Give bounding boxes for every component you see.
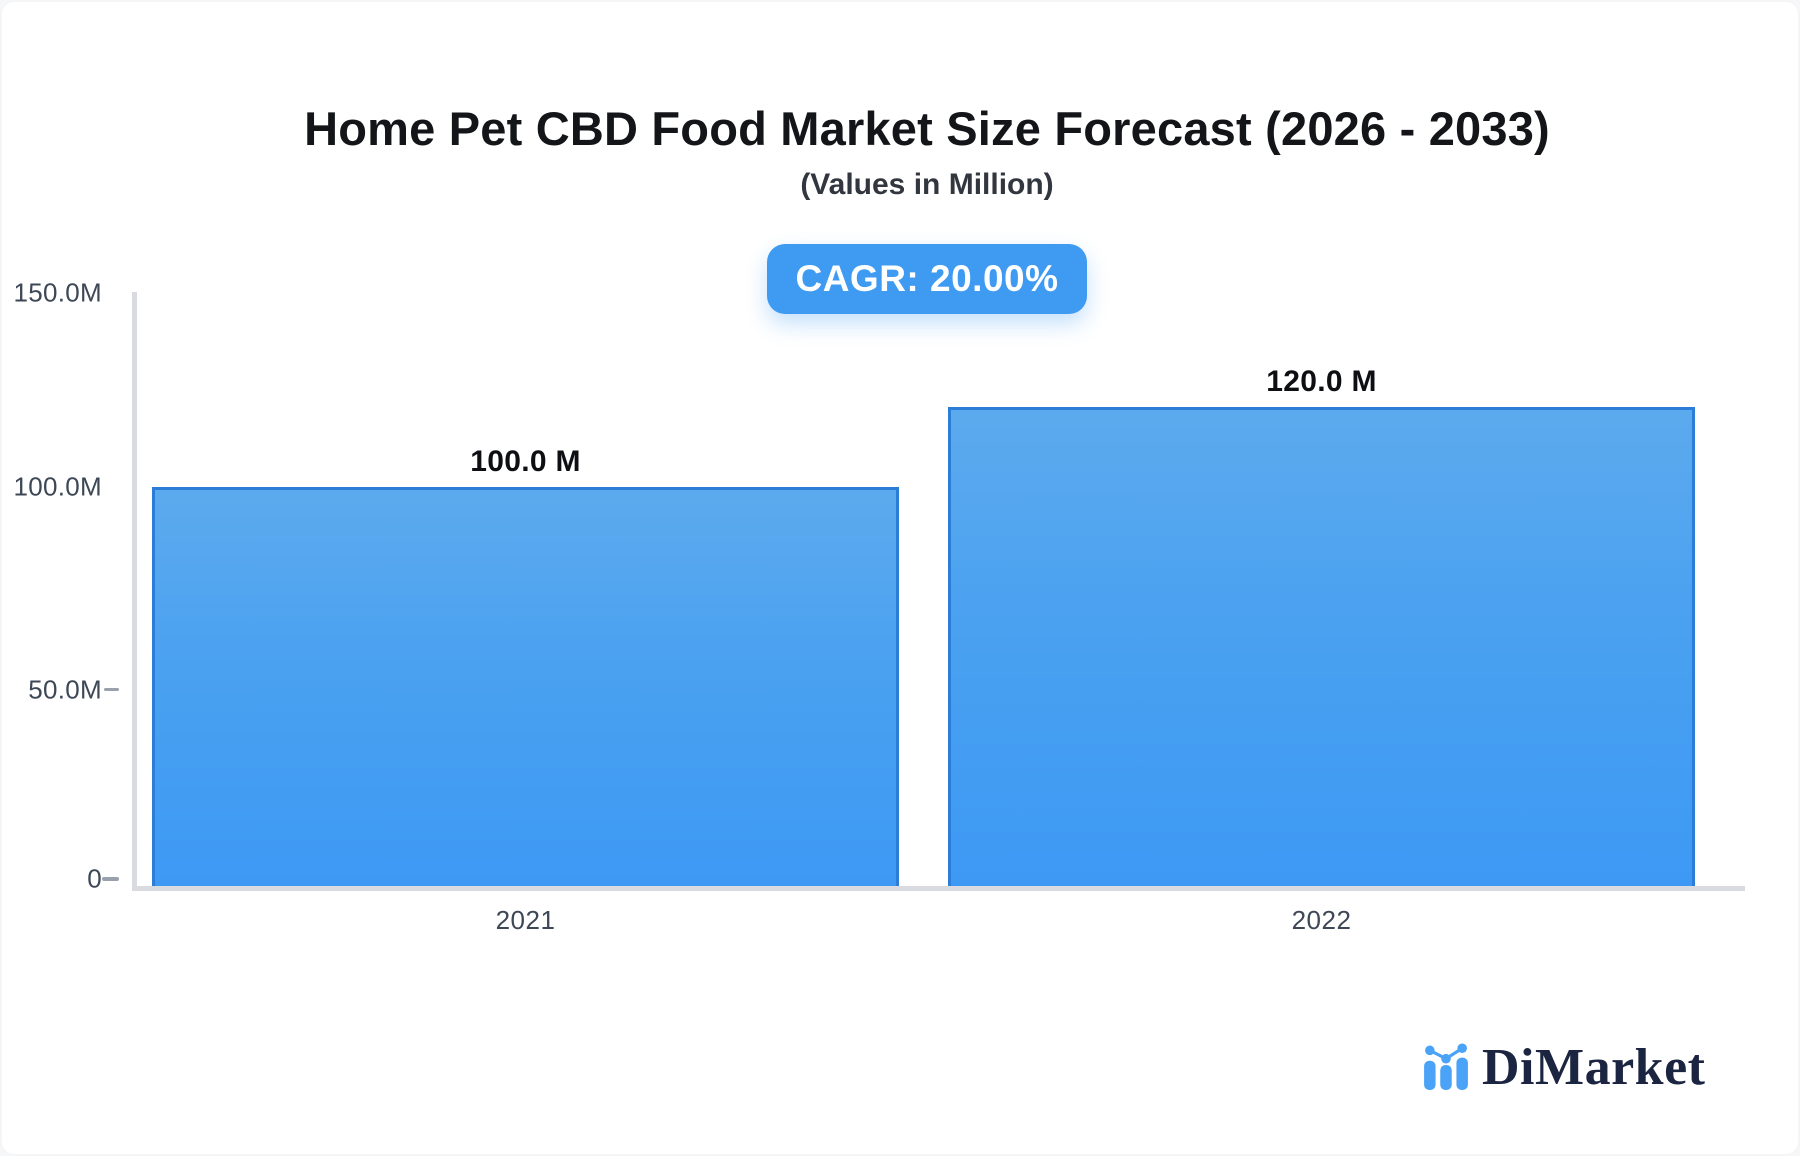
y-tick-label-150m: 150.0M <box>13 277 102 308</box>
bar-value-label-2022: 120.0 M <box>1266 365 1377 398</box>
chart-title: Home Pet CBD Food Market Size Forecast (… <box>304 102 1550 155</box>
logo-wordmark: DiMarket <box>1482 1039 1706 1096</box>
y-axis-line <box>132 292 137 891</box>
chart-header: Home Pet CBD Food Market Size Forecast (… <box>52 2 1798 315</box>
mini-bar-line-chart-icon <box>1424 1043 1468 1090</box>
bar-2021 <box>152 487 899 886</box>
cagr-badge: CAGR: 20.00% <box>767 244 1087 315</box>
chart-subtitle: (Values in Million) <box>800 168 1054 202</box>
x-tick-label-2022: 2022 <box>1291 905 1352 935</box>
y-tick-label-100m: 100.0M <box>13 471 102 502</box>
bar-value-label-2021: 100.0 M <box>470 445 581 478</box>
y-tick-mark-50m <box>104 688 119 691</box>
y-tick-label-0: 0 <box>87 863 102 894</box>
y-tick-mark-0 <box>102 877 119 881</box>
x-axis-line <box>132 886 1745 891</box>
x-tick-label-2021: 2021 <box>495 905 556 935</box>
y-tick-label-50m: 50.0M <box>28 674 102 705</box>
bar-2022 <box>948 407 1695 886</box>
dimarket-logo: DiMarket <box>1422 1039 1706 1096</box>
